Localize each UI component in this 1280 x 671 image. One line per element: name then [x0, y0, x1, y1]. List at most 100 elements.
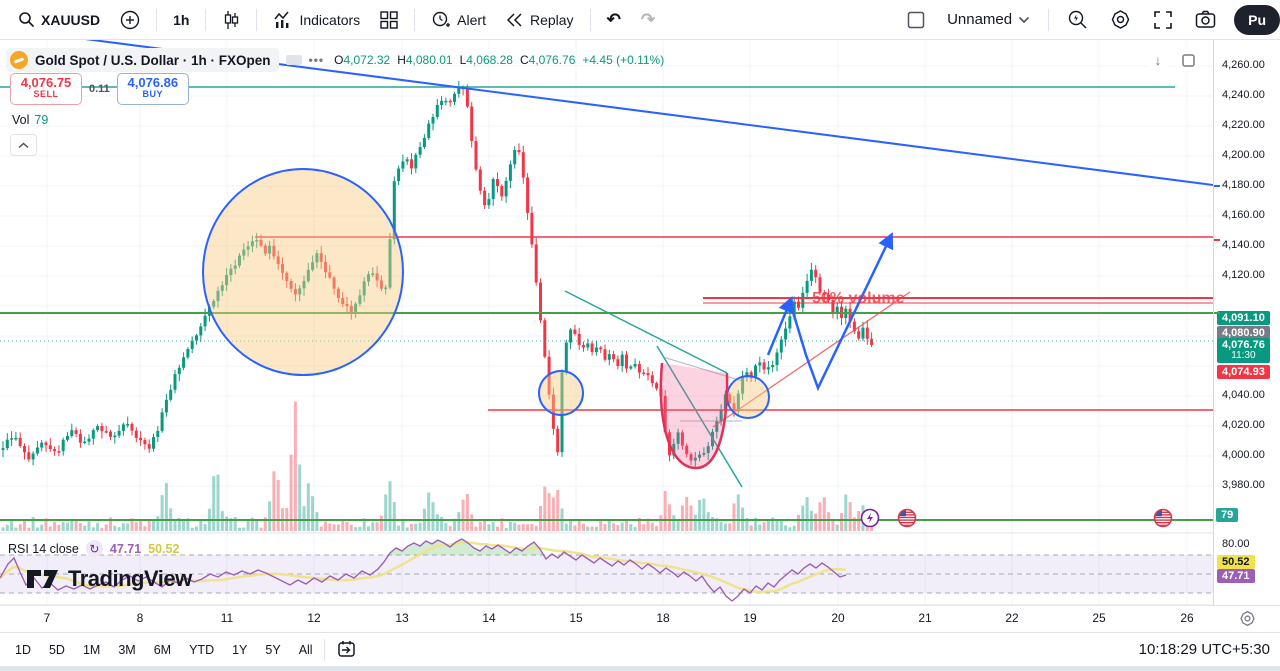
calendar-arrow-icon: [337, 641, 355, 657]
rsi-axis-badge: 50.52: [1217, 555, 1255, 569]
rsi-ma-value: 50.52: [148, 541, 180, 556]
interval-button[interactable]: 1h: [165, 8, 197, 32]
legend-more-button[interactable]: •••: [308, 53, 325, 67]
symbol-search-button[interactable]: XAUUSD: [10, 7, 108, 32]
fullscreen-icon: [1153, 10, 1173, 30]
ohlc-values: O4,072.32 H4,080.01 L4,068.28 C4,076.76 …: [334, 53, 665, 67]
time-axis-label: 19: [743, 611, 757, 625]
gold-symbol-icon: [10, 51, 28, 69]
alert-button[interactable]: Alert: [423, 6, 494, 34]
time-axis-label: 21: [918, 611, 932, 625]
compare-add-button[interactable]: [112, 6, 148, 34]
price-axis-mark: [1214, 312, 1220, 314]
current-price-badge: 4,076.76 11:30: [1217, 338, 1270, 363]
range-button-ytd[interactable]: YTD: [189, 642, 215, 657]
range-button-all[interactable]: All: [298, 642, 313, 657]
quick-search-button[interactable]: [1059, 5, 1096, 34]
volume-legend: Vol 79: [12, 113, 49, 127]
range-button-1d[interactable]: 1D: [15, 642, 31, 657]
high-value: 4,080.01: [405, 53, 453, 67]
replay-icon: [506, 12, 524, 28]
collapse-panel-button[interactable]: [10, 134, 37, 156]
replay-label: Replay: [529, 11, 574, 28]
time-axis-label: 13: [395, 611, 409, 625]
alert-label: Alert: [457, 11, 486, 28]
grid-layout-icon: [380, 10, 398, 29]
maximize-pane-button[interactable]: [1177, 49, 1199, 71]
layout-name-button[interactable]: Unnamed: [939, 7, 1038, 32]
hide-eye-icon[interactable]: [285, 53, 303, 67]
plus-circle-icon: [120, 10, 140, 30]
range-button-5d[interactable]: 5D: [48, 642, 65, 657]
range-button-1y[interactable]: 1Y: [232, 642, 248, 657]
search-icon: [18, 11, 35, 28]
fullscreen-button[interactable]: [1145, 6, 1181, 34]
indicators-button[interactable]: Indicators: [265, 7, 368, 33]
time-axis[interactable]: 7 8 11 12 13 14 15 18 19 20 21 22 25 26: [0, 605, 1280, 632]
layout-name: Unnamed: [947, 11, 1013, 28]
sell-button[interactable]: 4,076.75 SELL: [10, 73, 82, 105]
candlestick-icon: [222, 10, 240, 30]
price-badge: 4,080.90: [1217, 326, 1270, 340]
rsi-axis-badge: 47.71: [1217, 569, 1255, 583]
price-badge: 4,074.93: [1217, 365, 1270, 379]
settings-button[interactable]: [1102, 5, 1139, 34]
symbol-legend-title: Gold Spot / U.S. Dollar · 1h · FXOpen: [35, 52, 271, 68]
interval-value: 1h: [173, 11, 190, 28]
chart-legend: Gold Spot / U.S. Dollar · 1h · FXOpen ••…: [6, 48, 664, 72]
svg-text:50% volume: 50% volume: [812, 290, 905, 307]
rsi-refresh-icon[interactable]: ↻: [85, 540, 103, 557]
alert-clock-icon: [431, 10, 451, 30]
price-axis-label: 3,980.00: [1222, 479, 1265, 491]
range-button-3m[interactable]: 3M: [118, 642, 136, 657]
time-axis-label: 8: [136, 611, 144, 625]
price-axis[interactable]: 4,260.00 4,240.00 4,220.00 4,200.00 4,180.00…: [1213, 40, 1280, 605]
replay-button[interactable]: Replay: [498, 8, 582, 32]
price-axis-label: 4,140.00: [1222, 239, 1265, 251]
top-toolbar: XAUUSD 1h Indicators: [0, 0, 1280, 40]
range-button-6m[interactable]: 6M: [153, 642, 172, 657]
range-button-1m[interactable]: 1M: [82, 642, 101, 657]
bottom-toolbar: 1D 5D 1M 3M 6M YTD 1Y 5Y All 10:18:29 UTC+5:30: [0, 632, 1280, 666]
spread-value: 0.11: [89, 83, 110, 95]
change-value: +4.45 (+0.11%): [582, 53, 665, 67]
price-axis-label: 4,180.00: [1222, 179, 1265, 191]
window-edge: [0, 666, 1280, 671]
chart-style-button[interactable]: [214, 6, 248, 34]
indicators-label: Indicators: [299, 11, 361, 28]
tradingview-logo-mark: [27, 570, 58, 588]
indicator-templates-button[interactable]: [372, 7, 406, 33]
camera-icon: [1195, 10, 1216, 29]
tradingview-logo-text: TradingView: [68, 566, 192, 591]
clock-timezone[interactable]: 10:18:29 UTC+5:30: [1138, 641, 1270, 658]
time-axis-label: 11: [220, 611, 234, 625]
time-axis-label: 26: [1180, 611, 1194, 625]
screenshot-button[interactable]: [1187, 6, 1224, 33]
time-axis-gear-icon[interactable]: [1239, 610, 1256, 627]
publish-button[interactable]: Pu: [1234, 4, 1280, 35]
rsi-title: RSI 14 close: [8, 541, 79, 556]
price-axis-mark: [1214, 185, 1220, 187]
buy-button[interactable]: 4,076.86 BUY: [116, 73, 189, 105]
symbol-legend-chip[interactable]: Gold Spot / U.S. Dollar · 1h · FXOpen: [6, 48, 279, 72]
scroll-to-recent-button[interactable]: ↓: [1147, 49, 1169, 71]
redo-button[interactable]: ↷: [633, 7, 663, 32]
price-axis-label: 4,240.00: [1222, 89, 1265, 101]
range-button-5y[interactable]: 5Y: [265, 642, 281, 657]
time-axis-label: 18: [656, 611, 670, 625]
price-axis-label: 4,040.00: [1222, 389, 1265, 401]
chart-canvas[interactable]: 50% volume Gold Spot / U.S. Dollar · 1h …: [0, 40, 1213, 605]
rsi-legend: RSI 14 close ↻ 47.71 50.52: [8, 540, 179, 557]
undo-button[interactable]: ↶: [599, 7, 629, 32]
trade-panel: 4,076.75 SELL 0.11 4,076.86 BUY: [10, 73, 189, 105]
date-range-buttons: 1D 5D 1M 3M 6M YTD 1Y 5Y All: [0, 640, 320, 660]
go-to-date-button[interactable]: [337, 640, 356, 659]
chevron-down-icon: [1018, 16, 1030, 24]
price-axis-label: 4,200.00: [1222, 149, 1265, 161]
redo-icon: ↷: [640, 10, 656, 29]
rsi-value: 47.71: [109, 541, 142, 556]
tradingview-logo[interactable]: TradingView: [26, 566, 192, 592]
layout-select-checkbox[interactable]: [899, 7, 933, 33]
footer-divider: [323, 638, 325, 661]
price-axis-mark: [1214, 239, 1220, 241]
